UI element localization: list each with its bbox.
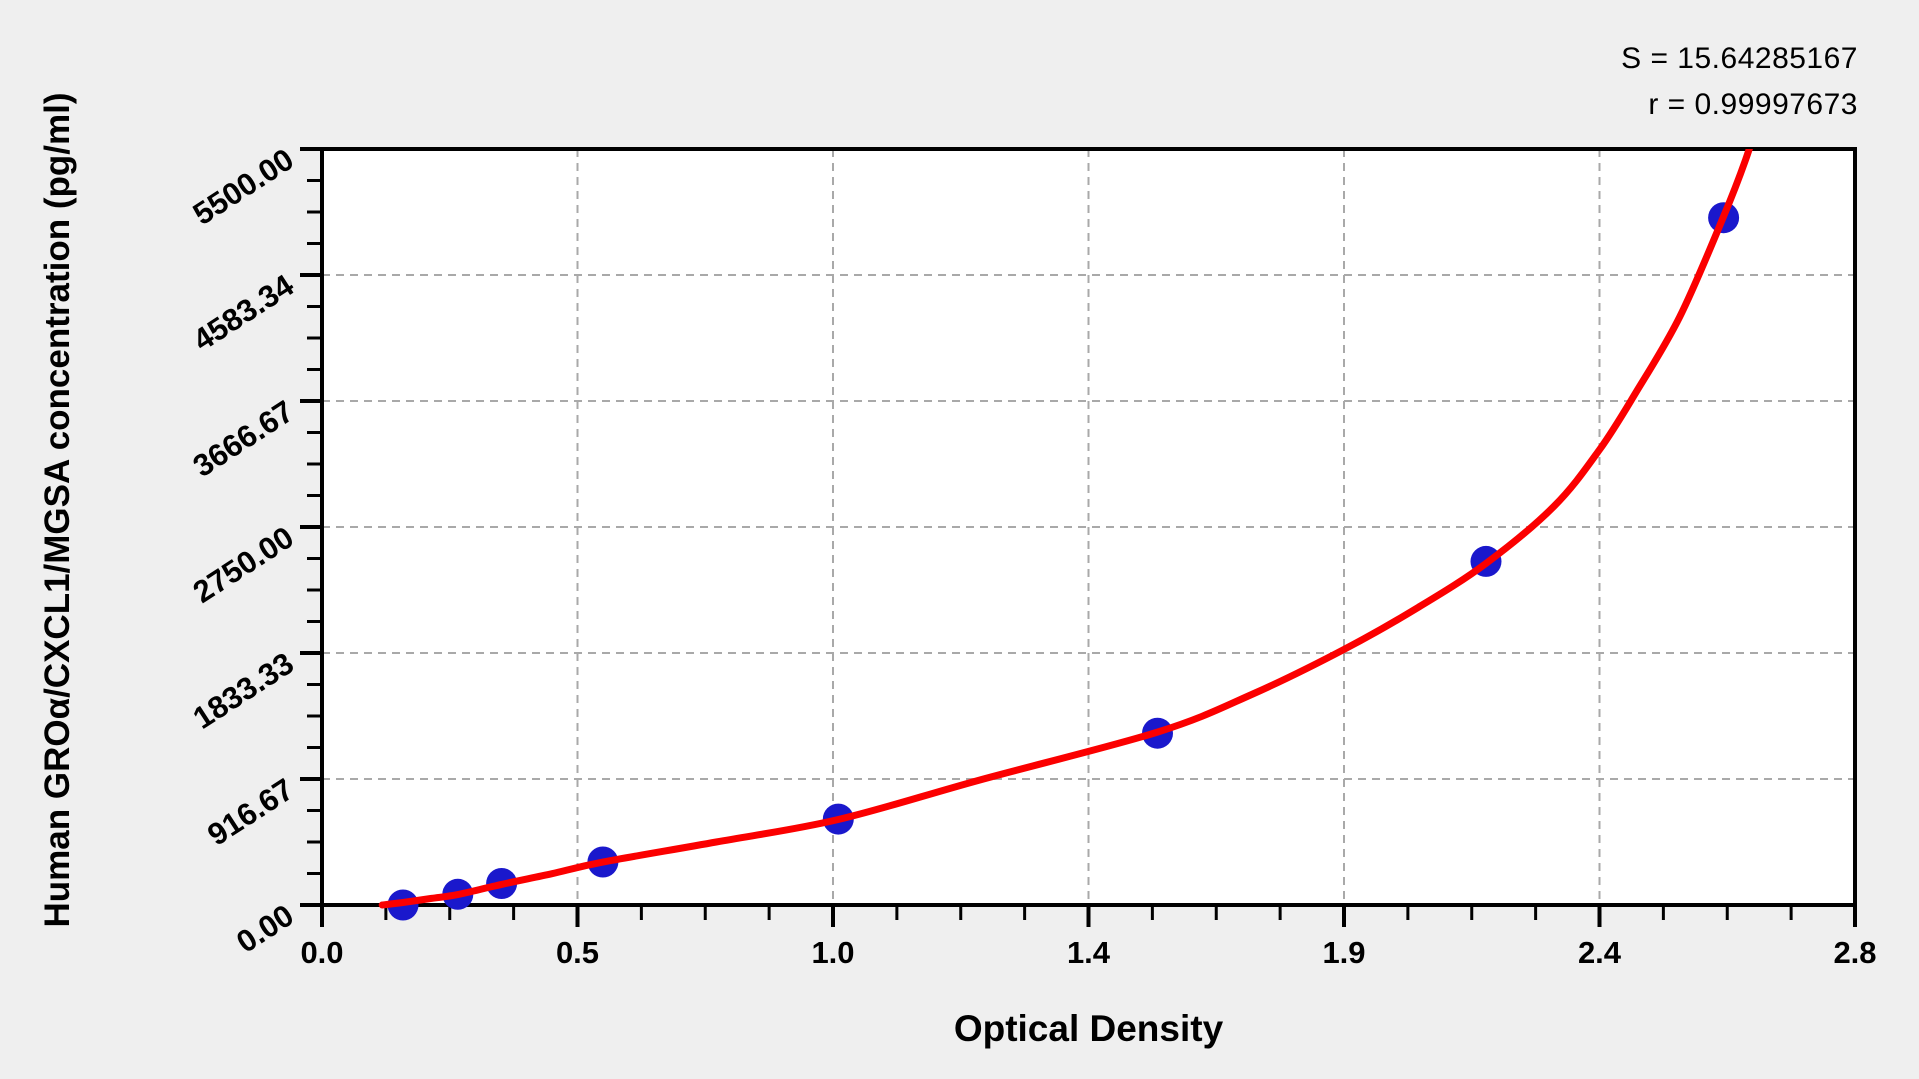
x-tick-label: 0.5: [556, 935, 599, 970]
x-tick-label: 1.9: [1322, 935, 1365, 970]
y-tick-label: 1833.33: [187, 646, 300, 736]
y-tick-label: 2750.00: [187, 520, 300, 610]
standard-curve-line: [378, 149, 1753, 909]
fit-s-value: S = 15.64285167: [1621, 42, 1858, 75]
x-tick-label: 2.4: [1578, 935, 1622, 970]
x-tick-label: 2.8: [1833, 935, 1876, 970]
y-tick-label: 3666.67: [187, 394, 300, 484]
y-axis-title: Human GROα/CXCL1/MGSA concentration (pg/…: [38, 92, 77, 928]
y-tick-label: 4583.34: [187, 267, 301, 358]
x-tick-label: 1.4: [1067, 935, 1111, 970]
plot-border: [320, 147, 1857, 907]
y-tick-label: 5500.00: [187, 142, 300, 232]
fit-statistics: S = 15.64285167 r = 0.99997673: [1621, 36, 1858, 128]
x-tick-label: 0.0: [300, 935, 343, 970]
y-tick-label: 916.67: [201, 772, 300, 853]
y-tick-label: 0.00: [230, 898, 300, 960]
fit-r-value: r = 0.99997673: [1648, 88, 1858, 121]
x-tick-label: 1.0: [811, 935, 854, 970]
x-axis-title: Optical Density: [953, 1008, 1224, 1049]
